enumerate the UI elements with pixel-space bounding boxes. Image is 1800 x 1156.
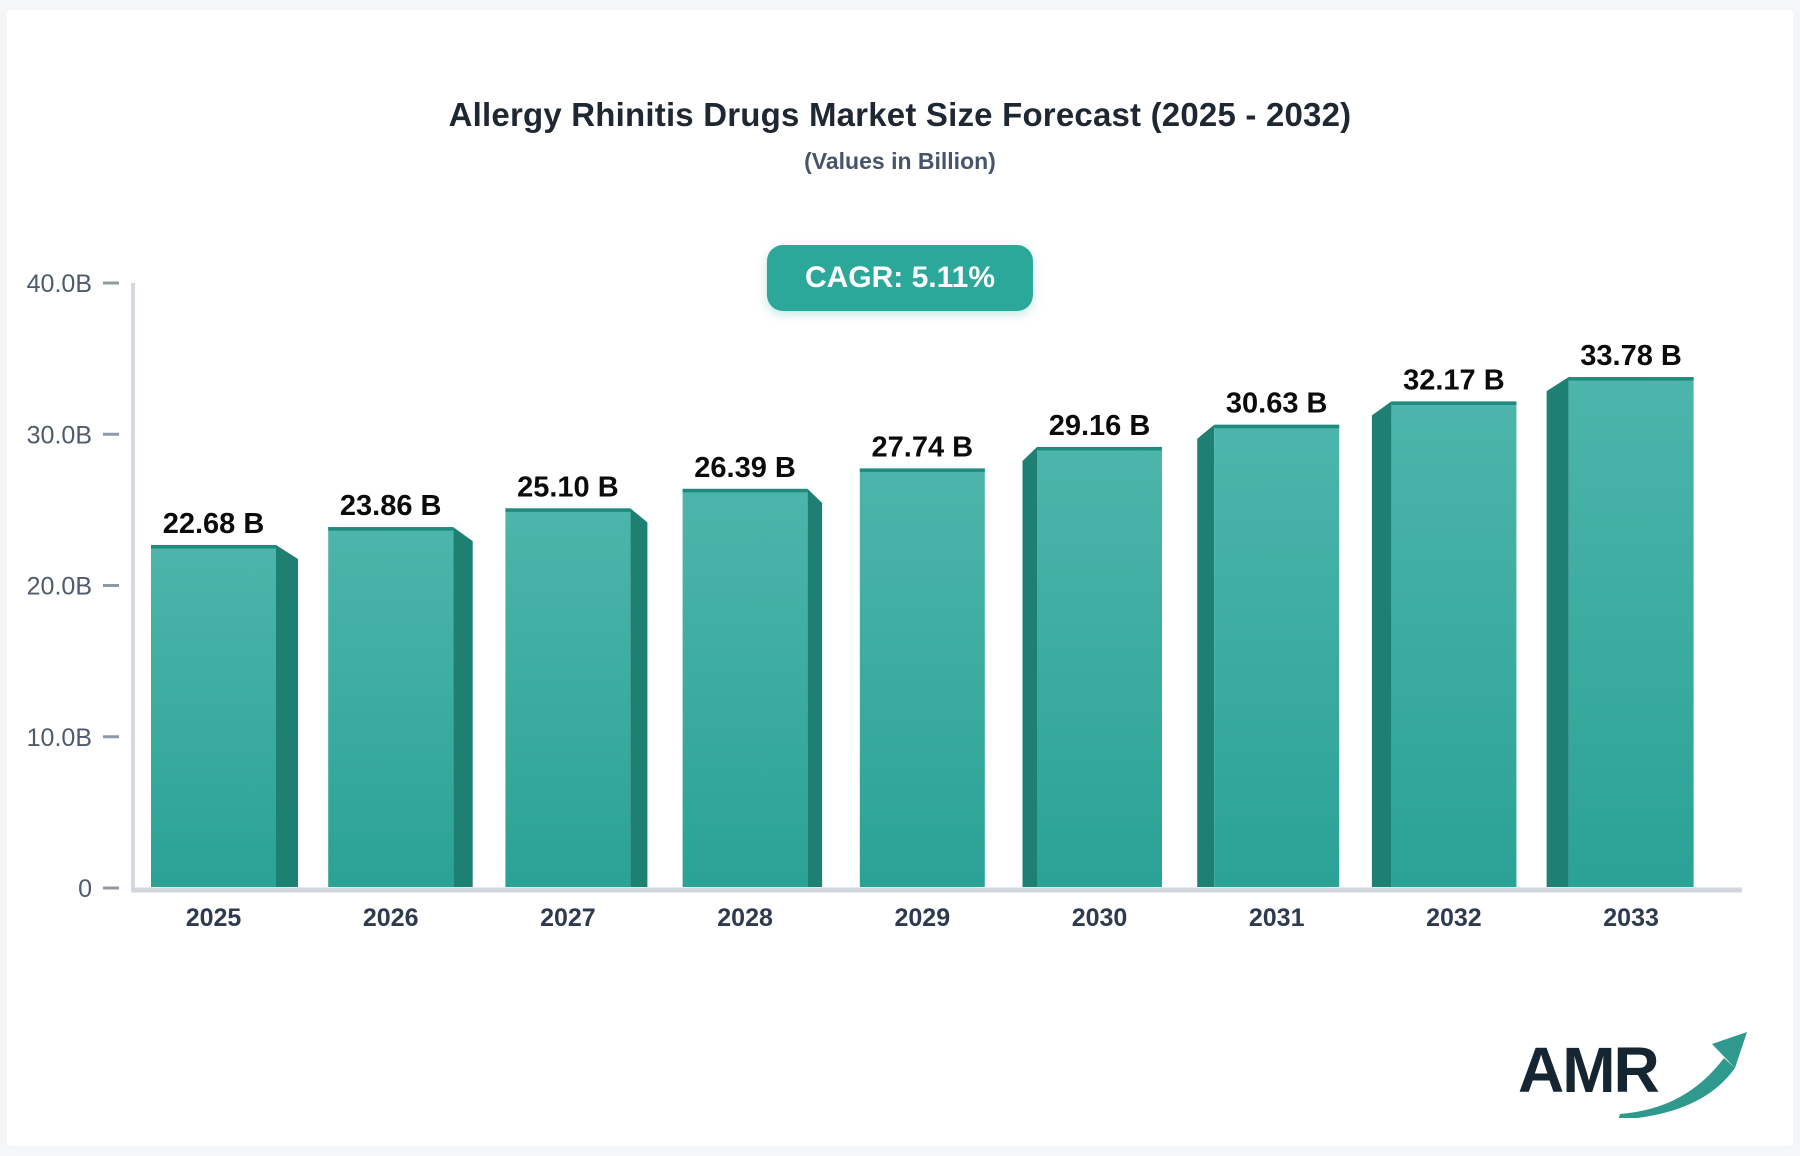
bar-side-face bbox=[1197, 424, 1215, 887]
bar-face bbox=[1214, 424, 1340, 887]
bar-value-label: 22.68 B bbox=[163, 508, 265, 540]
amr-logo-arrow-head bbox=[1712, 1032, 1747, 1068]
bar-side-face bbox=[453, 527, 473, 887]
bar-value-label: 32.17 B bbox=[1403, 364, 1505, 396]
bar-side-face bbox=[1022, 446, 1037, 887]
amr-logo-arrow-swoosh bbox=[1618, 1058, 1735, 1118]
bar-value-label: 27.74 B bbox=[872, 431, 974, 463]
x-axis-label: 2033 bbox=[1603, 904, 1659, 932]
x-axis-label: 2027 bbox=[540, 904, 596, 932]
bar-group-2029: 27.74 B 2029 bbox=[859, 431, 985, 932]
bar-value-label: 23.86 B bbox=[340, 490, 442, 522]
bar-face bbox=[682, 488, 808, 887]
cagr-badge: CAGR: 5.11% bbox=[766, 245, 1034, 311]
bar-group-2025: 22.68 B 2025 bbox=[151, 508, 298, 932]
y-tick-label: 30.0B bbox=[27, 421, 92, 449]
y-tick-label: 10.0B bbox=[27, 724, 92, 752]
bar-top-edge bbox=[1568, 377, 1694, 381]
bar-group-2032: 32.17 B 2032 bbox=[1371, 364, 1517, 932]
bar-top-edge bbox=[682, 488, 808, 493]
bar-top-edge bbox=[151, 544, 276, 549]
bar-side-face bbox=[1371, 401, 1392, 887]
x-axis-label: 2025 bbox=[186, 904, 242, 932]
bar-side-face bbox=[807, 488, 823, 887]
bar-face bbox=[151, 544, 276, 887]
bar-top-edge bbox=[505, 508, 631, 512]
bar-top-edge bbox=[1037, 446, 1162, 451]
amr-logo-text: AMR bbox=[1518, 1034, 1659, 1106]
bar-group-2026: 23.86 B 2026 bbox=[328, 490, 473, 932]
bar-side-face bbox=[276, 544, 298, 887]
bar-face bbox=[1391, 401, 1517, 887]
bar-face bbox=[505, 508, 631, 887]
bar-side-face bbox=[1546, 377, 1569, 887]
y-tick-label: 40.0B bbox=[27, 270, 92, 298]
chart-header: Allergy Rhinitis Drugs Market Size Forec… bbox=[0, 96, 1800, 175]
bar-top-edge bbox=[1214, 424, 1340, 429]
y-tick-label: 20.0B bbox=[27, 573, 92, 601]
bar-face bbox=[1037, 446, 1162, 887]
bar-group-2028: 26.39 B 2028 bbox=[682, 452, 823, 932]
bar-side-face bbox=[630, 508, 648, 887]
bar-face bbox=[859, 468, 985, 887]
bar-group-2027: 25.10 B 2027 bbox=[505, 471, 648, 932]
bar-face bbox=[328, 527, 454, 887]
x-axis-label: 2028 bbox=[717, 904, 773, 932]
bar-top-edge bbox=[328, 527, 454, 531]
x-axis-label: 2031 bbox=[1249, 904, 1305, 932]
amr-logo: AMR bbox=[1518, 1032, 1747, 1118]
bar-value-label: 33.78 B bbox=[1580, 340, 1682, 372]
y-tick-label: 0 bbox=[78, 875, 92, 903]
bar-value-label: 26.39 B bbox=[694, 452, 796, 484]
bar-group-2031: 30.63 B 2031 bbox=[1197, 388, 1340, 932]
x-axis-label: 2030 bbox=[1072, 904, 1128, 932]
x-axis-label: 2026 bbox=[363, 904, 419, 932]
chart-title: Allergy Rhinitis Drugs Market Size Forec… bbox=[448, 96, 1352, 133]
bar-value-label: 30.63 B bbox=[1226, 388, 1328, 420]
x-axis-label: 2032 bbox=[1426, 904, 1482, 932]
bar-value-label: 29.16 B bbox=[1049, 410, 1151, 442]
bar-group-2030: 29.16 B 2030 bbox=[1022, 410, 1162, 932]
bar-face bbox=[1568, 377, 1694, 887]
chart-subtitle: (Values in Billion) bbox=[804, 148, 996, 174]
x-axis-label: 2029 bbox=[894, 904, 950, 932]
bar-top-edge bbox=[859, 468, 985, 472]
bar-group-2033: 33.78 B 2033 bbox=[1546, 340, 1694, 932]
bar-top-edge bbox=[1391, 401, 1517, 405]
bar-value-label: 25.10 B bbox=[517, 471, 619, 503]
